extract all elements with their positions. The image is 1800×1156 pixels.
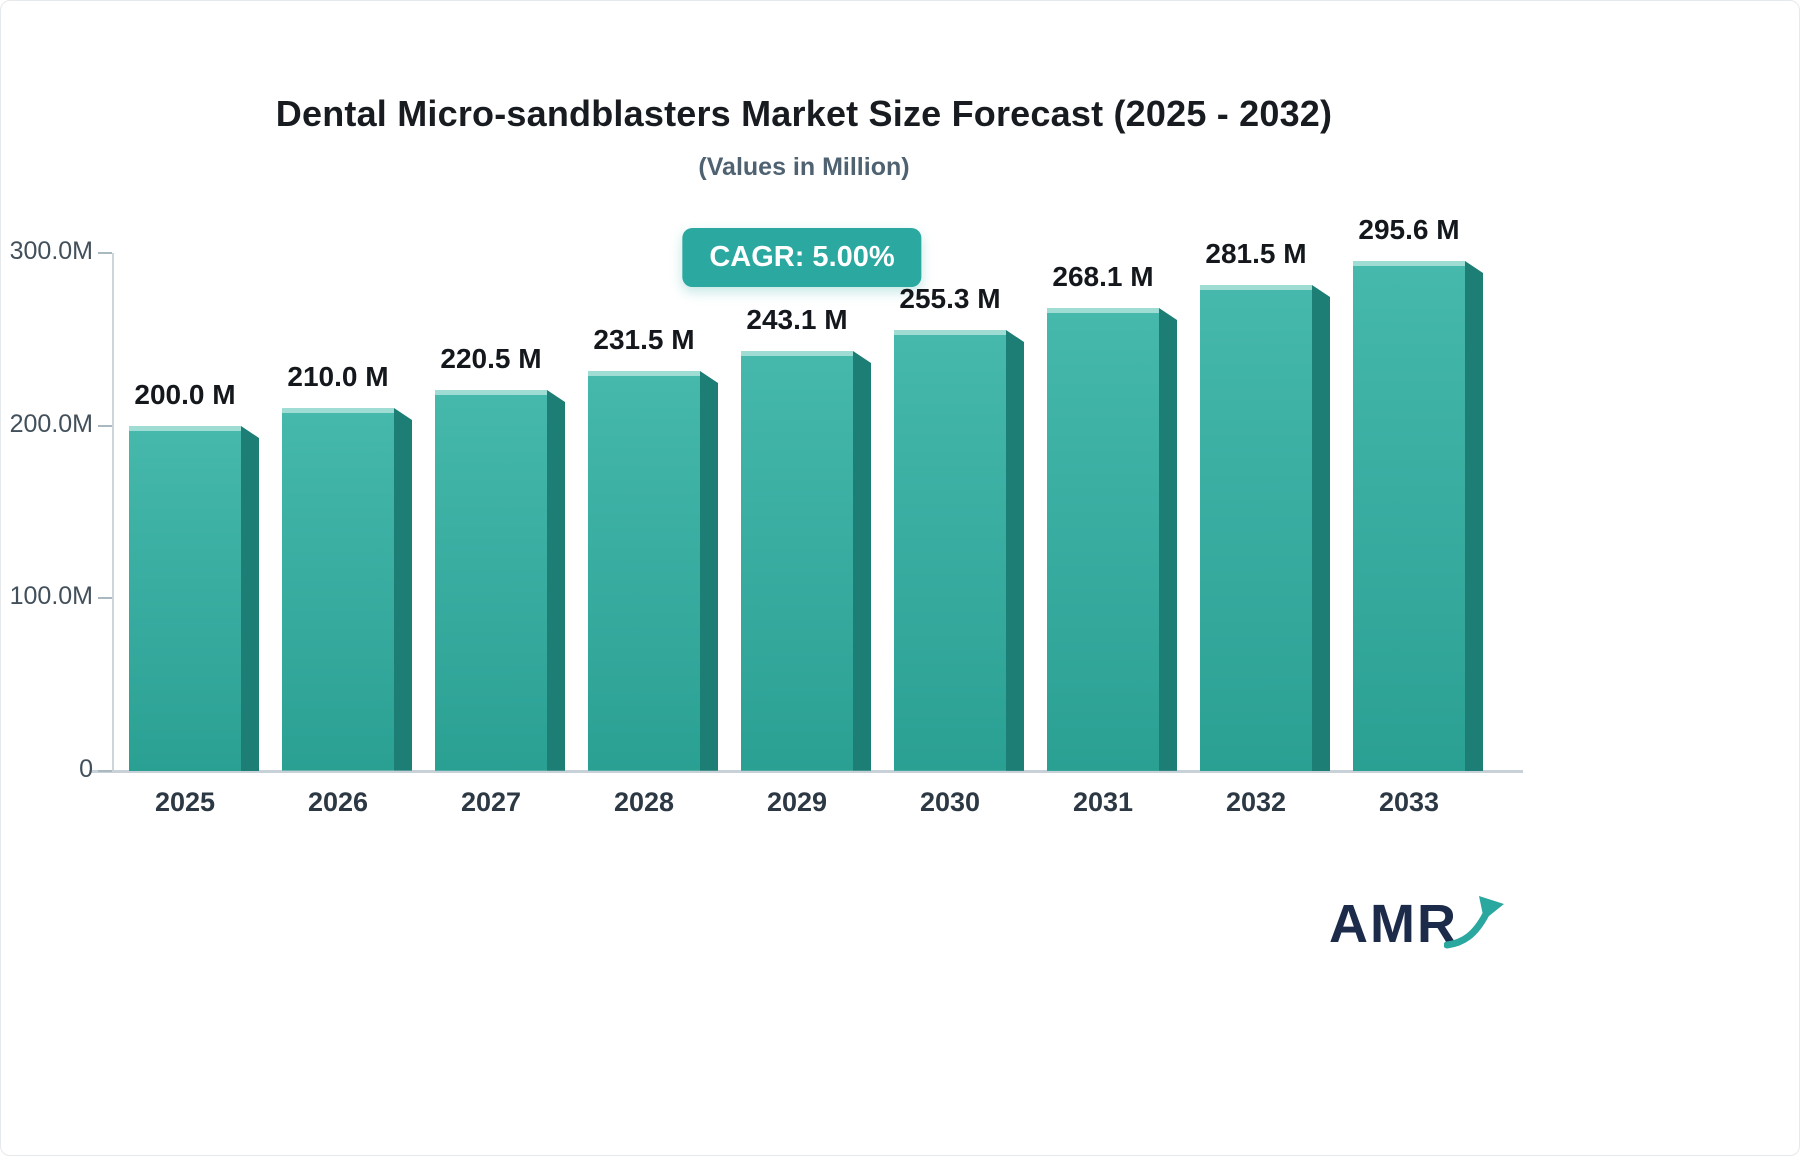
x-axis-label: 2029 [766, 787, 828, 817]
bar-2031[interactable] [1047, 308, 1177, 771]
x-axis-label: 2027 [460, 787, 522, 817]
x-axis-label: 2030 [919, 787, 981, 817]
amr-logo: AMR [1329, 894, 1510, 954]
y-axis-tick [98, 252, 112, 254]
chart-title: Dental Micro-sandblasters Market Size Fo… [275, 93, 1333, 134]
y-axis-tick [98, 770, 112, 772]
y-axis-tick-label: 0 [79, 755, 93, 783]
x-axis-line [89, 770, 1523, 773]
bar-value-label: 268.1 M [1052, 261, 1154, 293]
x-axis-label: 2031 [1072, 787, 1134, 817]
x-axis-label: 2032 [1225, 787, 1287, 817]
amr-logo-arrow-icon [1443, 896, 1504, 949]
bar-2030[interactable] [894, 330, 1024, 771]
x-axis-label: 2025 [154, 787, 216, 817]
x-axis-label: 2026 [307, 787, 369, 817]
y-axis-tick-label: 300.0M [9, 237, 93, 265]
bar-value-label: 255.3 M [899, 283, 1001, 315]
amr-logo-text: AMR [1329, 894, 1458, 954]
y-axis-tick-label: 200.0M [9, 409, 93, 438]
bar-value-label: 200.0 M [134, 378, 236, 410]
bar-value-label: 243.1 M [746, 304, 848, 336]
x-axis-label: 2033 [1378, 787, 1440, 817]
y-axis-line [112, 253, 114, 771]
bar-2027[interactable] [435, 390, 565, 771]
x-axis-label: 2028 [613, 787, 675, 817]
bar-2029[interactable] [741, 351, 871, 771]
cagr-badge: CAGR: 5.00% [682, 228, 922, 287]
bar-2026[interactable] [282, 408, 412, 771]
chart-header: Dental Micro-sandblasters Market Size Fo… [1, 93, 1607, 182]
bar-2028[interactable] [588, 371, 718, 771]
chart-subtitle: (Values in Million) [698, 153, 910, 181]
bar-value-label: 220.5 M [440, 343, 542, 375]
bar-value-label: 231.5 M [593, 324, 695, 356]
bar-2032[interactable] [1200, 284, 1330, 771]
bar-value-label: 210.0 M [287, 361, 389, 393]
bar-value-label: 295.6 M [1358, 213, 1460, 245]
cagr-badge-label: CAGR: 5.00% [709, 241, 895, 273]
bar-2033[interactable] [1353, 260, 1483, 771]
bar-value-label: 281.5 M [1205, 237, 1307, 269]
y-axis-tick [98, 424, 112, 427]
y-axis-tick-label: 100.0M [9, 582, 93, 611]
y-axis-tick [98, 597, 112, 600]
bar-2025[interactable] [129, 425, 259, 771]
